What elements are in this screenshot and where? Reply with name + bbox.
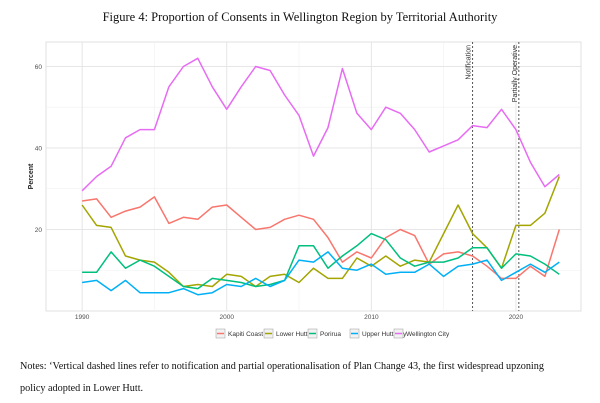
plot-border [45,41,582,312]
vline-label: Partially Operative [512,45,519,102]
series-line-upper-hutt-city [81,251,560,296]
series-line-lower-hutt [81,176,560,288]
series-line-wellington-city [81,57,560,192]
y-axis-label: Percent [28,163,35,189]
legend-item: Kapiti Coast [215,328,263,339]
legend-item: Porirua [307,328,341,339]
legend-label: Upper Hutt City [362,331,407,338]
legend-item: Upper Hutt City [349,328,407,339]
x-tick-label: 2020 [509,314,524,321]
vline-label: Notification [466,45,473,80]
figure-title: Figure 4: Proportion of Consents in Well… [102,10,498,24]
y-tick-label: 40 [35,145,43,152]
x-tick-label: 2010 [364,314,379,321]
y-tick-label: 20 [35,227,43,234]
legend-label: Lower Hutt [276,331,308,338]
line-chart: Notification Partially Operative 20 40 60 19… [28,41,582,339]
x-tick-label: 1990 [75,314,90,321]
notes-line-1: Notes: ‘Vertical dashed lines refer to n… [20,361,544,372]
figure-notes: Notes: ‘Vertical dashed lines refer to n… [20,356,590,400]
series-line-kapiti-coast [81,196,561,280]
series-lines [81,57,561,296]
legend-item: Lower Hutt [263,328,308,339]
legend-label: Kapiti Coast [228,331,263,338]
x-tick-label: 2000 [220,314,235,321]
plot-panel [45,41,582,312]
vertical-reference-lines: Notification Partially Operative [466,42,520,311]
axes: 20 40 60 1990 2000 2010 2020 Percent [28,64,524,321]
notes-line-2: policy adopted in Lower Hutt. [20,383,144,394]
y-tick-label: 60 [35,64,43,71]
legend-label: Wellington City [406,331,450,338]
legend-label: Porirua [320,331,341,338]
legend: Kapiti Coast Lower Hutt Porirua Upper Hutt … [215,328,450,339]
legend-item: Wellington City [393,328,450,339]
